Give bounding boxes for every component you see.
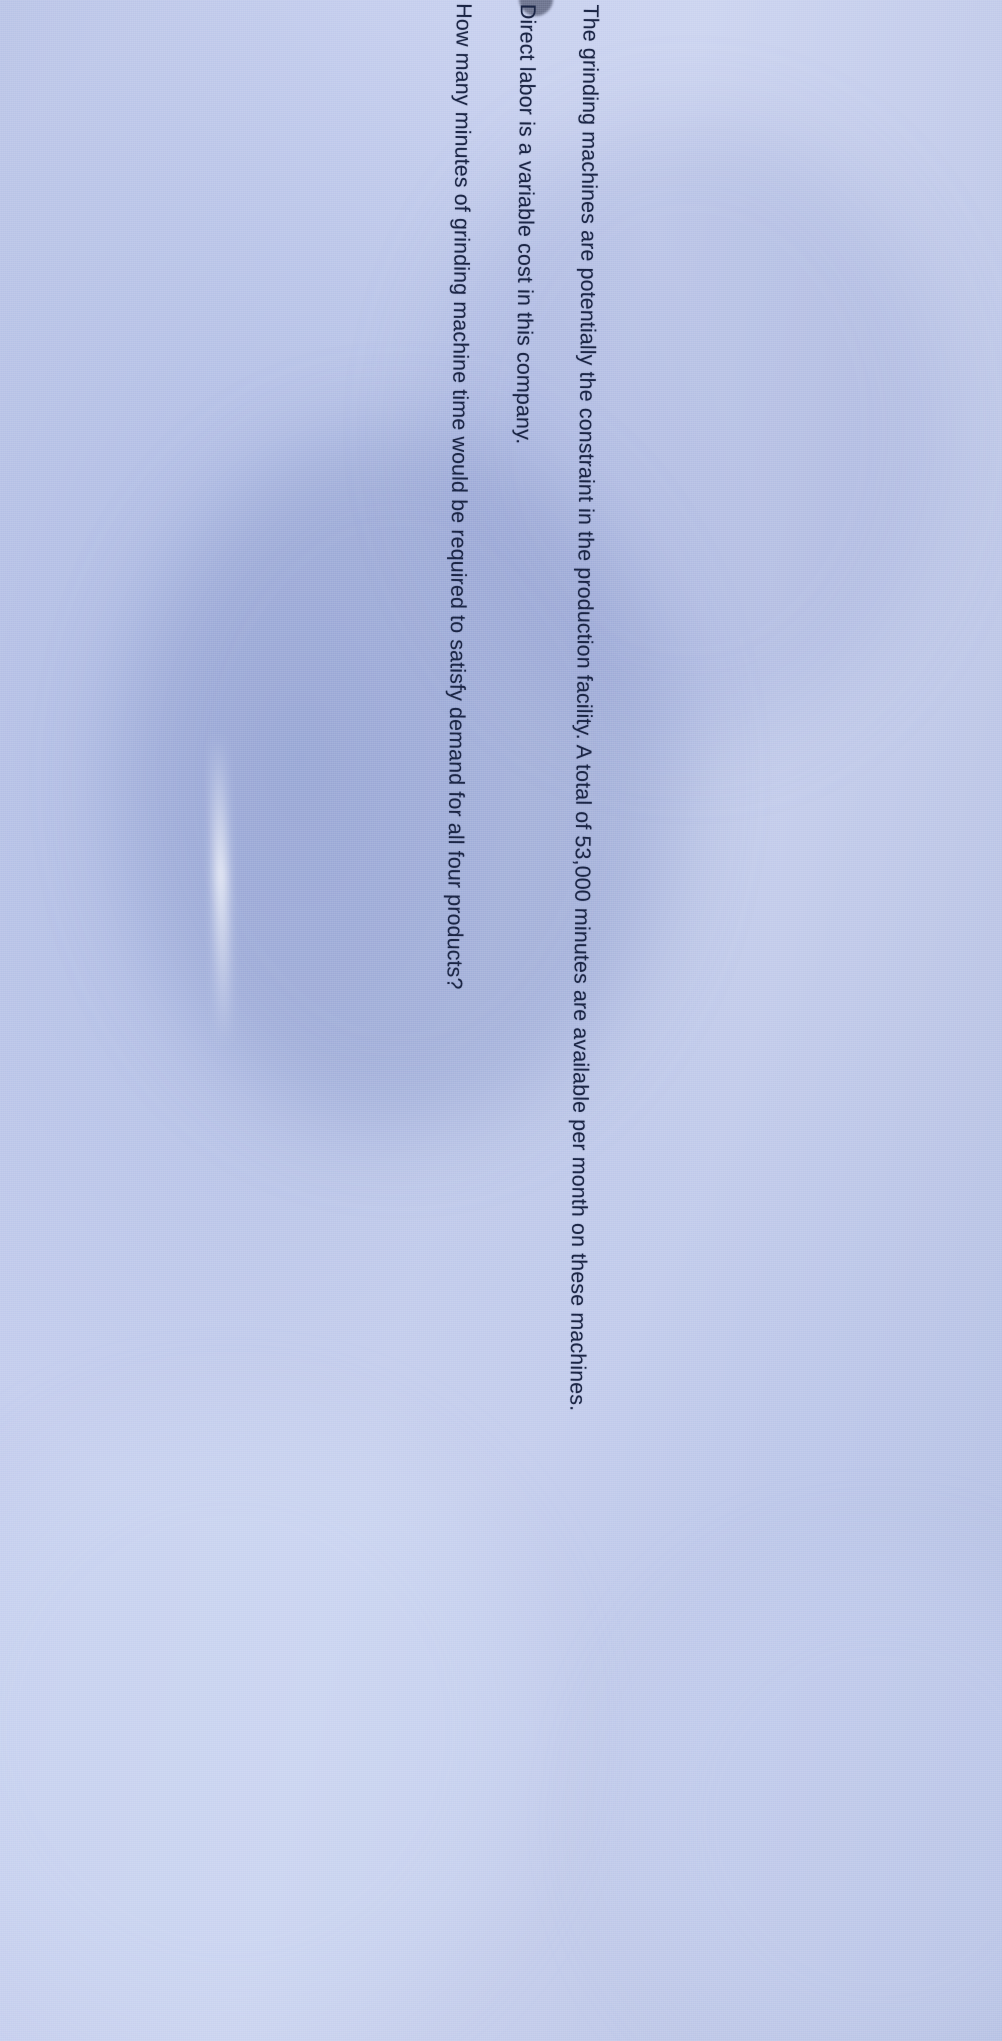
screen-glow-blob: [620, 1560, 1002, 2041]
screen-glow-blob: [0, 1420, 540, 2040]
screen-glare: [210, 734, 232, 1046]
device-edge: [519, 0, 553, 16]
direct-labor-paragraph: Direct labor is a variable cost in this …: [511, 3, 540, 445]
document-page: Bruce Corporation makes four products in…: [442, 0, 1002, 2041]
constraint-paragraph: The grinding machines are potentially th…: [565, 4, 603, 1412]
screen-shadow-blob: [430, 120, 950, 740]
question-paragraph: How many minutes of grinding machine tim…: [442, 3, 476, 990]
rotated-document-wrapper: Bruce Corporation makes four products in…: [442, 0, 1002, 2041]
